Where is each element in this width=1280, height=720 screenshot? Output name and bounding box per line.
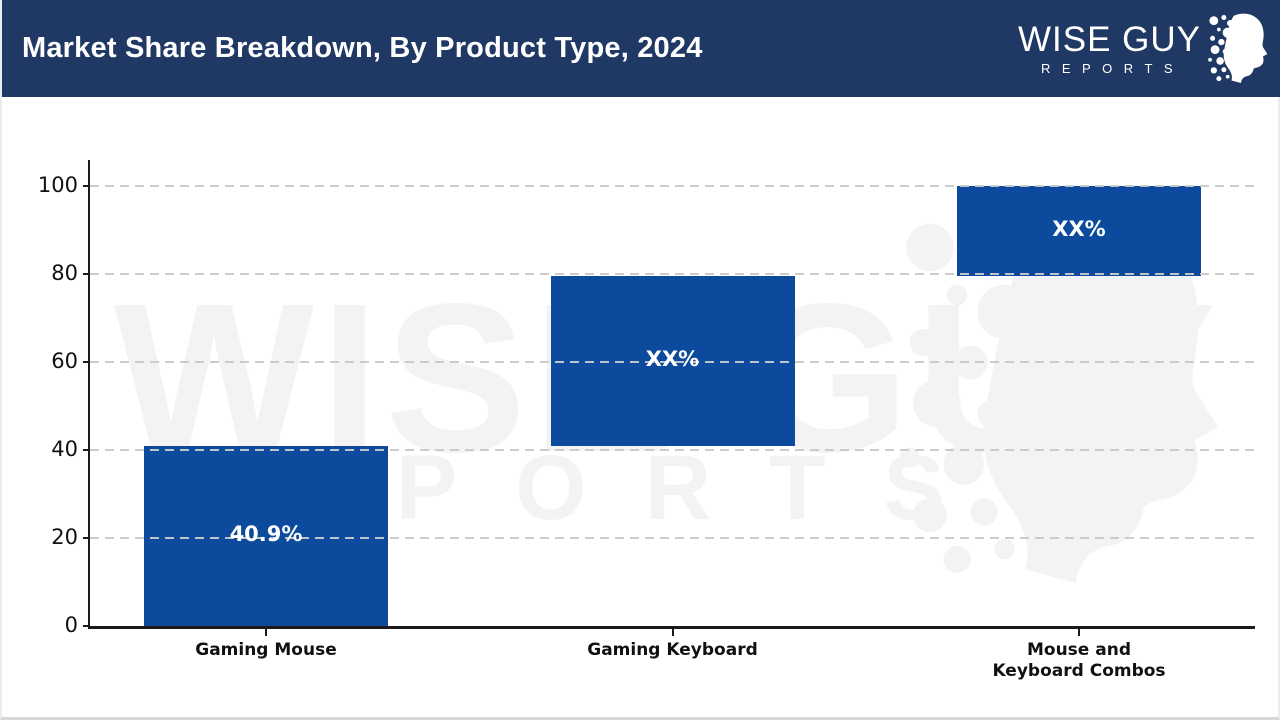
y-tick-mark [83, 625, 90, 627]
y-tick-label: 20 [51, 525, 78, 549]
gridline-80 [90, 273, 1255, 275]
brand-logo-face-icon [1208, 13, 1268, 84]
y-tick-label: 60 [51, 349, 78, 373]
bar-value-label: 40.9% [229, 522, 303, 547]
y-tick-label: 80 [51, 261, 78, 285]
bar-2 [550, 276, 795, 446]
x-axis-line [88, 626, 1255, 629]
y-tick-label: 100 [37, 173, 78, 197]
gridline-100 [90, 185, 1255, 187]
x-tick-mark [265, 629, 267, 636]
y-tick-mark [83, 185, 90, 187]
x-tick-mark [1078, 629, 1080, 636]
x-tick-mark [671, 629, 674, 636]
y-tick-label: 40 [51, 437, 78, 461]
bar-value-label: XX% [1052, 217, 1106, 242]
header-bar: Market Share Breakdown, By Product Type,… [2, 0, 1280, 97]
gridline-20 [90, 537, 1255, 539]
y-tick-mark [83, 361, 90, 363]
bar-1 [144, 446, 388, 626]
bar-value-label: XX% [645, 346, 700, 371]
y-tick-mark [83, 273, 90, 275]
y-axis-line [88, 160, 90, 628]
page-title: Market Share Breakdown, By Product Type,… [22, 32, 703, 64]
y-tick-label: 0 [64, 613, 78, 637]
x-category-label: Gaming Keyboard [587, 640, 758, 660]
brand-logo-subname: REPORTS [1040, 61, 1185, 76]
brand-logo-name: WISE GUY [1018, 20, 1202, 59]
gridline-60 [90, 361, 1255, 363]
x-category-label: Mouse and Keyboard Combos [992, 640, 1166, 682]
y-tick-mark [83, 537, 90, 539]
y-tick-mark [83, 449, 90, 451]
x-category-label: Gaming Mouse [195, 640, 337, 660]
gridline-40 [90, 449, 1255, 451]
brand-logo: WISE GUY REPORTS [1018, 6, 1268, 92]
